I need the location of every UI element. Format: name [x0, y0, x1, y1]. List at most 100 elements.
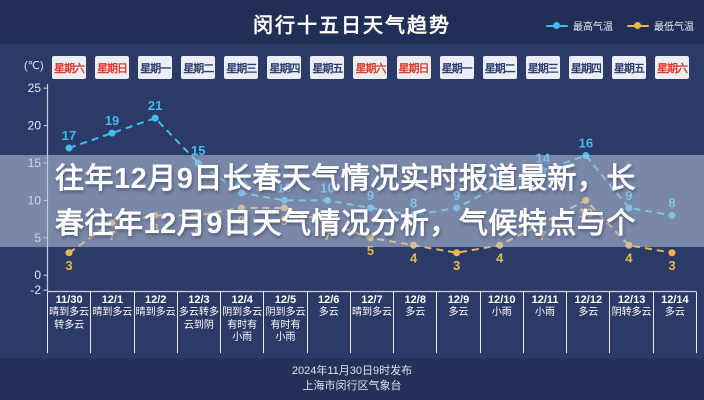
high-temp-line-icon — [546, 22, 568, 29]
forecast-cell: 12/10 小雨 — [479, 292, 523, 353]
forecast-date: 12/10 — [488, 294, 516, 306]
temp-value-label: 21 — [148, 98, 162, 113]
high-temp-point — [108, 129, 116, 137]
forecast-weather: 晴到多云 — [351, 307, 392, 318]
forecast-date: 12/14 — [661, 294, 689, 306]
y-axis-tick-label: 0 — [34, 268, 41, 282]
forecast-weather: 晴到多云 转多云 — [49, 307, 90, 331]
forecast-date: 12/2 — [144, 294, 167, 306]
forecast-weather: 多云 — [664, 307, 685, 318]
temp-value-label: 3 — [453, 258, 460, 273]
daily-forecast-table: 11/30 晴到多云 转多云 12/1 晴到多云 12/2 晴到多云 12/3 多云转多 云到… — [47, 292, 697, 353]
forecast-weather: 阴到多云 有时有 小雨 — [265, 307, 306, 343]
weekday-chip: 星期五 — [310, 56, 345, 79]
forecast-weather: 多云转多 云到阴 — [178, 307, 219, 331]
weekday-chip: 星期六 — [52, 56, 86, 79]
forecast-cell: 12/13 阴转多云 — [609, 292, 652, 353]
forecast-date: 12/11 — [531, 294, 559, 306]
forecast-cell: 12/12 多云 — [566, 292, 609, 353]
forecast-weather: 晴到多云 — [135, 307, 176, 318]
forecast-weather: 多云 — [318, 307, 339, 318]
forecast-weather: 多云 — [405, 307, 426, 318]
forecast-cell: 12/1 晴到多云 — [90, 292, 133, 353]
forecast-date: 12/1 — [101, 294, 124, 306]
weekday-chip: 星期二 — [482, 56, 517, 79]
high-temp-point — [65, 144, 73, 152]
forecast-date: 12/12 — [574, 294, 603, 306]
legend-label-low: 最低气温 — [654, 22, 694, 33]
header-bar — [0, 0, 704, 44]
forecast-date: 12/8 — [404, 294, 426, 306]
forecast-date: 12/6 — [318, 294, 340, 306]
weekday-chip: 星期三 — [525, 56, 560, 79]
weekday-chip: 星期四 — [568, 56, 603, 79]
forecast-cell: 12/8 多云 — [393, 292, 436, 353]
temp-value-label: 19 — [105, 113, 119, 128]
headline-line-2: 春往年12月9日天气情况分析，气候特点与个 — [55, 208, 636, 240]
y-axis-tick-label: 20 — [28, 119, 42, 133]
forecast-cell: 12/6 多云 — [306, 292, 350, 353]
forecast-date: 12/9 — [447, 294, 470, 306]
temp-value-label: 17 — [62, 128, 76, 143]
forecast-weather: 多云 — [448, 307, 469, 318]
legend-label-high: 最高气温 — [573, 22, 613, 33]
publisher-footer: 2024年11月30日9时发布 上海市闵行区气象台 — [0, 358, 704, 400]
forecast-weather: 阴到多云 有时有 小雨 — [222, 307, 263, 343]
temp-value-label: 3 — [668, 258, 675, 273]
high-temp-point — [151, 114, 159, 122]
forecast-cell: 12/7 晴到多云 — [349, 292, 393, 353]
low-temp-point — [668, 249, 676, 257]
forecast-weather: 晴到多云 — [92, 307, 133, 318]
forecast-cell: 12/11 小雨 — [522, 292, 566, 353]
forecast-cell: 12/3 多云转多 云到阴 — [176, 292, 220, 353]
forecast-date: 12/4 — [231, 294, 253, 306]
forecast-cell: 12/2 晴到多云 — [133, 292, 177, 353]
weekday-chip: 星期二 — [181, 56, 216, 79]
publish-time: 2024年11月30日9时发布 — [291, 365, 413, 377]
forecast-weather: 小雨 — [535, 307, 556, 318]
y-axis-tick-label: -2 — [30, 283, 41, 297]
forecast-date: 12/7 — [361, 294, 383, 306]
forecast-cell: 12/9 多云 — [436, 292, 479, 353]
weekday-chip: 星期六 — [353, 56, 388, 79]
temp-value-label: 5 — [367, 243, 374, 258]
weekday-chip: 星期三 — [224, 56, 259, 79]
publisher-name: 上海市闵行区气象台 — [302, 380, 402, 392]
forecast-cell: 11/30 晴到多云 转多云 — [47, 292, 90, 353]
chart-legend: 最高气温 最低气温 — [546, 18, 694, 33]
forecast-date: 12/5 — [274, 294, 297, 306]
forecast-date: 11/30 — [55, 294, 83, 306]
weekday-chip: 星期日 — [95, 56, 130, 79]
legend-item-high: 最高气温 — [546, 18, 613, 33]
forecast-weather: 多云 — [578, 307, 599, 318]
weekday-chip: 星期一 — [138, 56, 173, 79]
temp-value-label: 4 — [496, 250, 504, 265]
headline-overlay-banner: 往年12月9日长春天气情况实时报道最新，长 春往年12月9日天气情况分析，气候特… — [0, 155, 704, 247]
temp-value-label: 4 — [410, 250, 418, 265]
forecast-cell: 12/5 阴到多云 有时有 小雨 — [263, 292, 306, 353]
temp-value-label: 15 — [191, 143, 205, 158]
weekday-chip: 星期四 — [267, 56, 302, 79]
forecast-cell: 12/4 阴到多云 有时有 小雨 — [220, 292, 263, 353]
weekday-chip: 星期日 — [396, 56, 431, 79]
y-axis-tick-label: 25 — [28, 81, 42, 95]
weekday-chip: 星期一 — [439, 56, 474, 79]
low-temp-line-icon — [627, 22, 649, 29]
forecast-weather: 阴转多云 — [611, 307, 652, 318]
page-title: 闵行十五日天气趋势 — [253, 15, 451, 37]
legend-item-low: 最低气温 — [627, 18, 694, 33]
temp-value-label: 3 — [65, 258, 72, 273]
forecast-date: 12/13 — [617, 294, 646, 306]
weekday-chip: 星期五 — [611, 56, 646, 79]
headline-line-1: 往年12月9日长春天气情况实时报道最新，长 — [55, 163, 636, 195]
weekday-chip: 星期六 — [654, 56, 689, 79]
temp-value-label: 16 — [579, 136, 593, 151]
temp-value-label: 4 — [625, 250, 633, 265]
forecast-cell: 12/14 多云 — [652, 292, 697, 353]
low-temp-point — [65, 249, 73, 257]
low-temp-point — [453, 249, 461, 257]
y-axis-unit-label: (℃) — [24, 60, 44, 72]
forecast-weather: 小雨 — [491, 307, 512, 318]
forecast-date: 12/3 — [188, 294, 210, 306]
